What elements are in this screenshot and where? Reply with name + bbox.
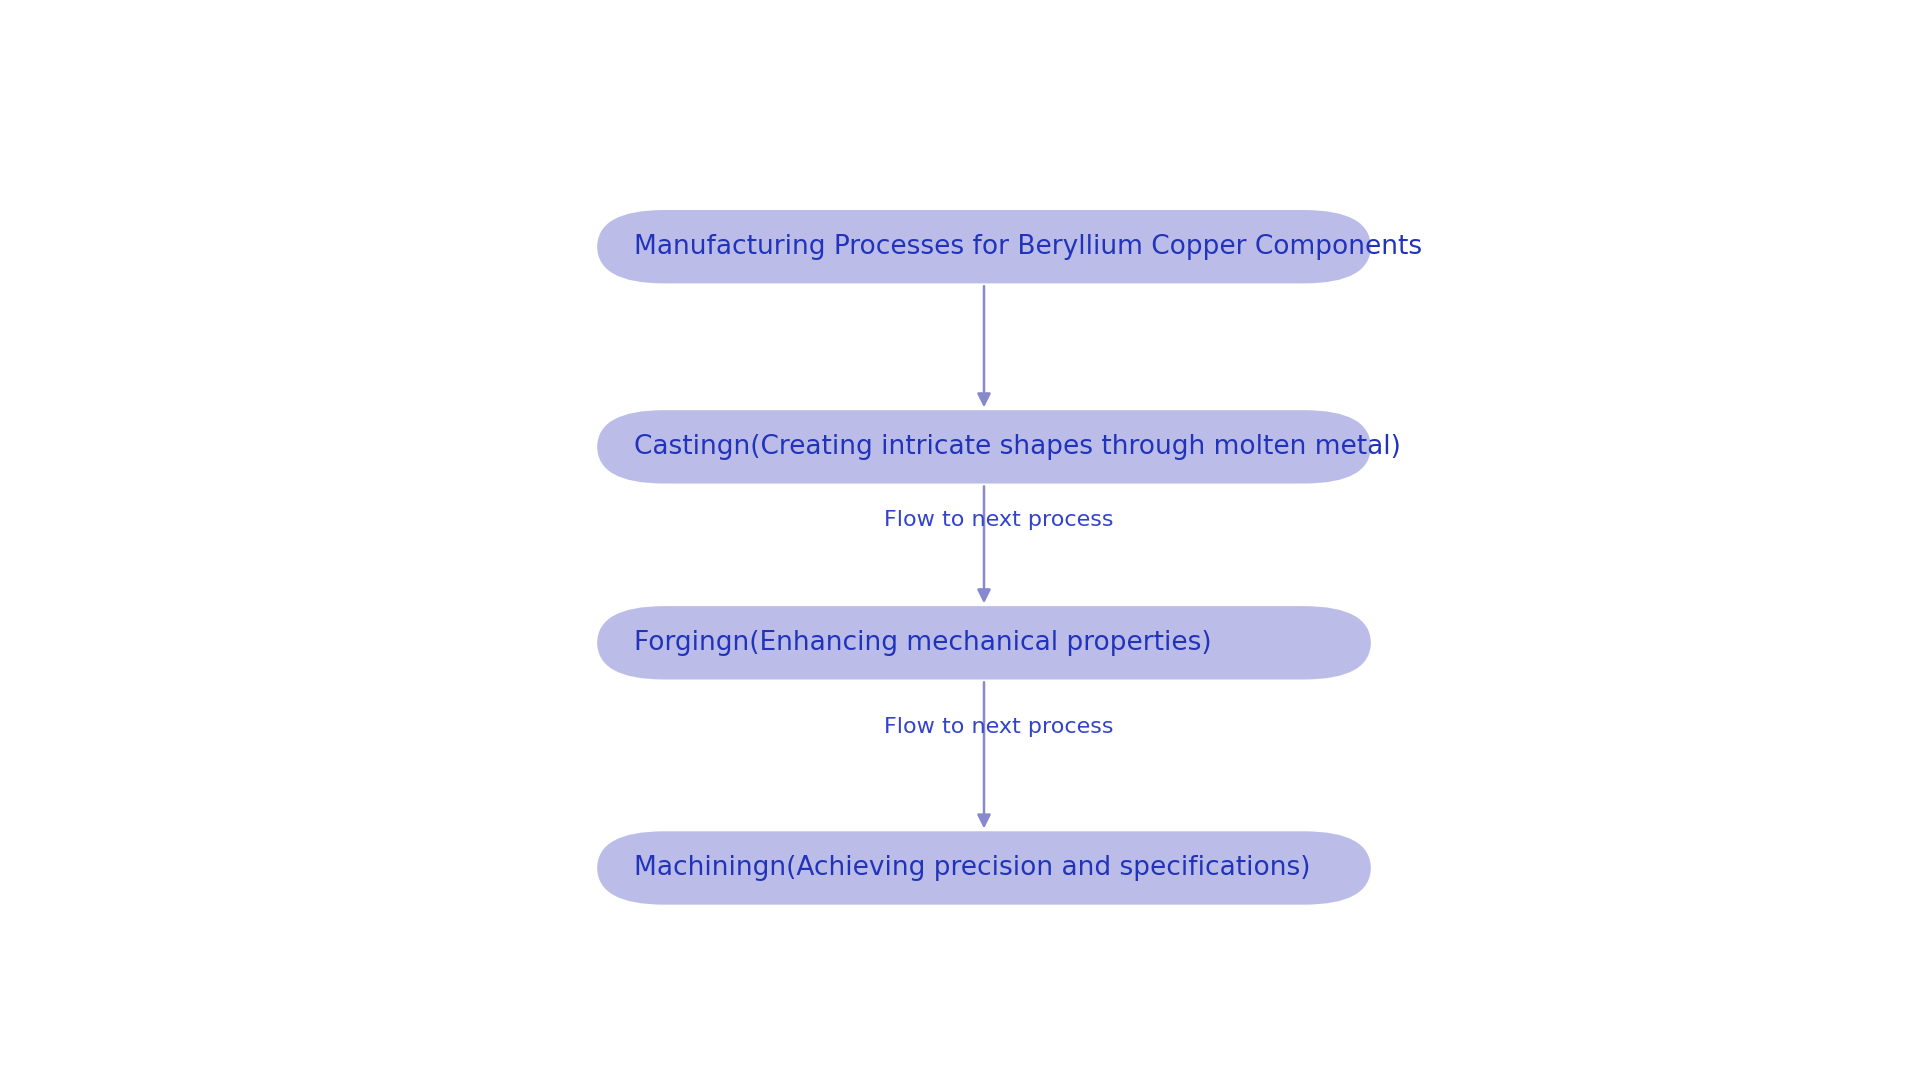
Text: Machiningn(Achieving precision and specifications): Machiningn(Achieving precision and speci… [634, 854, 1311, 880]
Text: Manufacturing Processes for Beryllium Copper Components: Manufacturing Processes for Beryllium Co… [634, 234, 1423, 260]
Text: Forgingn(Enhancing mechanical properties): Forgingn(Enhancing mechanical properties… [634, 630, 1212, 656]
FancyBboxPatch shape [597, 410, 1371, 483]
FancyBboxPatch shape [597, 832, 1371, 904]
FancyBboxPatch shape [597, 210, 1371, 284]
FancyBboxPatch shape [597, 606, 1371, 679]
Text: Flow to next process: Flow to next process [883, 510, 1114, 530]
Text: Flow to next process: Flow to next process [883, 717, 1114, 738]
Text: Castingn(Creating intricate shapes through molten metal): Castingn(Creating intricate shapes throu… [634, 434, 1402, 460]
